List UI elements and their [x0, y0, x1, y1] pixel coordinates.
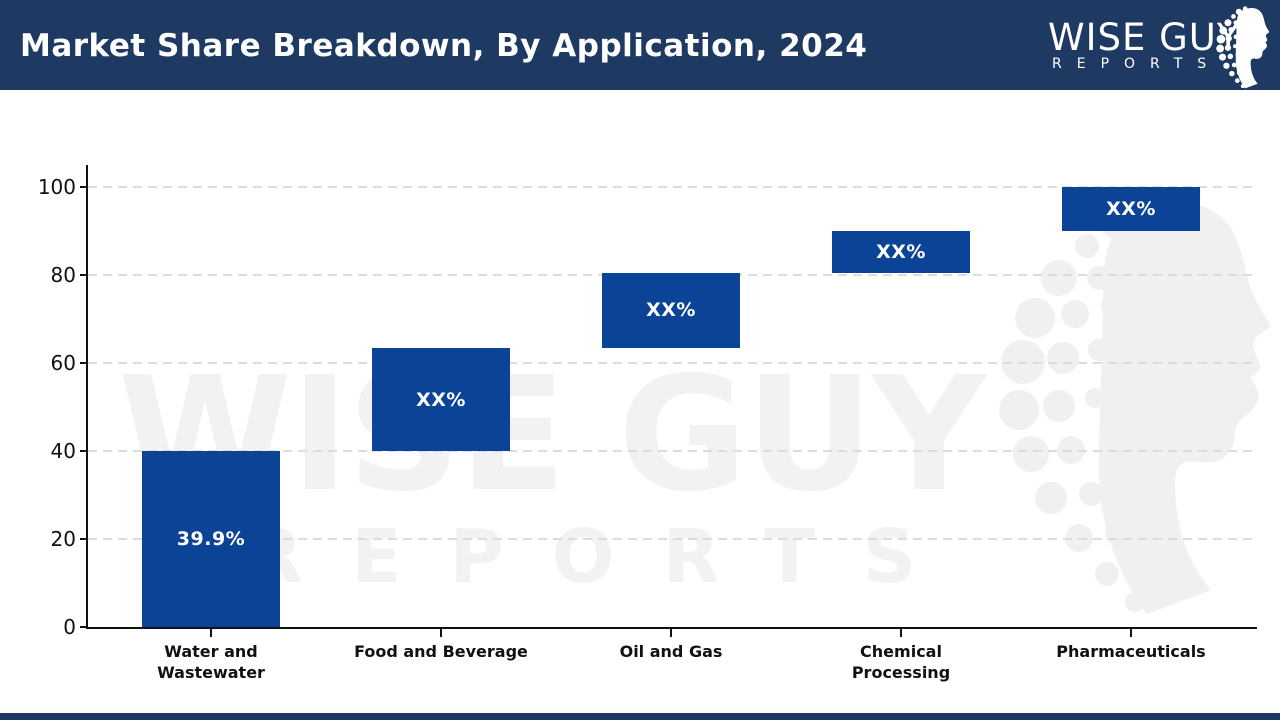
wise-guy-logo: WISE GUY REPORTS [1030, 0, 1280, 90]
x-tick-mark [900, 629, 902, 637]
y-tick-label: 60 [50, 351, 76, 375]
y-gridline [88, 186, 1257, 188]
page-title: Market Share Breakdown, By Application, … [20, 28, 868, 64]
header-bar: Market Share Breakdown, By Application, … [0, 0, 1280, 90]
footer-bar [0, 713, 1280, 720]
x-tick-mark [670, 629, 672, 637]
bar: XX% [602, 272, 740, 348]
x-category-label: Oil and Gas [556, 641, 786, 662]
x-category-line: Pharmaceuticals [1056, 642, 1206, 661]
y-gridline [88, 538, 1257, 540]
x-category-label: Food and Beverage [326, 641, 556, 662]
x-category-line: Water and [164, 642, 258, 661]
x-category-line: Chemical [860, 642, 942, 661]
logo-wordmark: WISE GUY [1048, 16, 1241, 59]
y-axis-line [86, 165, 88, 629]
x-axis-line [86, 627, 1257, 629]
watermark-subtext: REPORTS [246, 514, 965, 600]
x-category-label: Pharmaceuticals [1016, 641, 1246, 662]
y-tick-label: 100 [37, 175, 76, 199]
bar: 39.9% [142, 451, 280, 627]
x-category-label: Water and Wastewater [96, 641, 326, 683]
y-tick-mark [80, 450, 88, 452]
bar-value-label: XX% [416, 388, 466, 411]
bar-value-label: XX% [1106, 198, 1156, 220]
y-tick-mark [80, 362, 88, 364]
y-tick-mark [80, 274, 88, 276]
x-category-line: Food and Beverage [354, 642, 528, 661]
x-category-line: Oil and Gas [619, 642, 723, 661]
x-category-label: Chemical Processing [786, 641, 1016, 683]
x-category-line: Wastewater [157, 663, 265, 682]
bar-value-label: 39.9% [176, 528, 246, 551]
chart-area: WISE GUY REPORTS 0 20 40 60 80 100 39.9% Water … [0, 90, 1280, 713]
y-tick-mark [80, 626, 88, 628]
x-category-line: Processing [851, 663, 951, 682]
y-tick-label: 20 [50, 527, 76, 551]
logo-subtitle: REPORTS [1052, 56, 1222, 72]
bar: XX% [372, 347, 510, 452]
y-tick-mark [80, 186, 88, 188]
bar-value-label: XX% [876, 240, 926, 263]
bar: XX% [1062, 187, 1200, 231]
x-tick-mark [440, 629, 442, 637]
y-gridline [88, 362, 1257, 364]
y-gridline [88, 450, 1257, 452]
y-tick-label: 40 [50, 439, 76, 463]
y-tick-label: 0 [63, 615, 76, 639]
y-tick-mark [80, 538, 88, 540]
bar: XX% [832, 231, 970, 273]
y-tick-label: 80 [50, 263, 76, 287]
x-tick-mark [210, 629, 212, 637]
logo-head-icon [1216, 6, 1270, 89]
x-tick-mark [1130, 629, 1132, 637]
bar-value-label: XX% [646, 299, 696, 322]
